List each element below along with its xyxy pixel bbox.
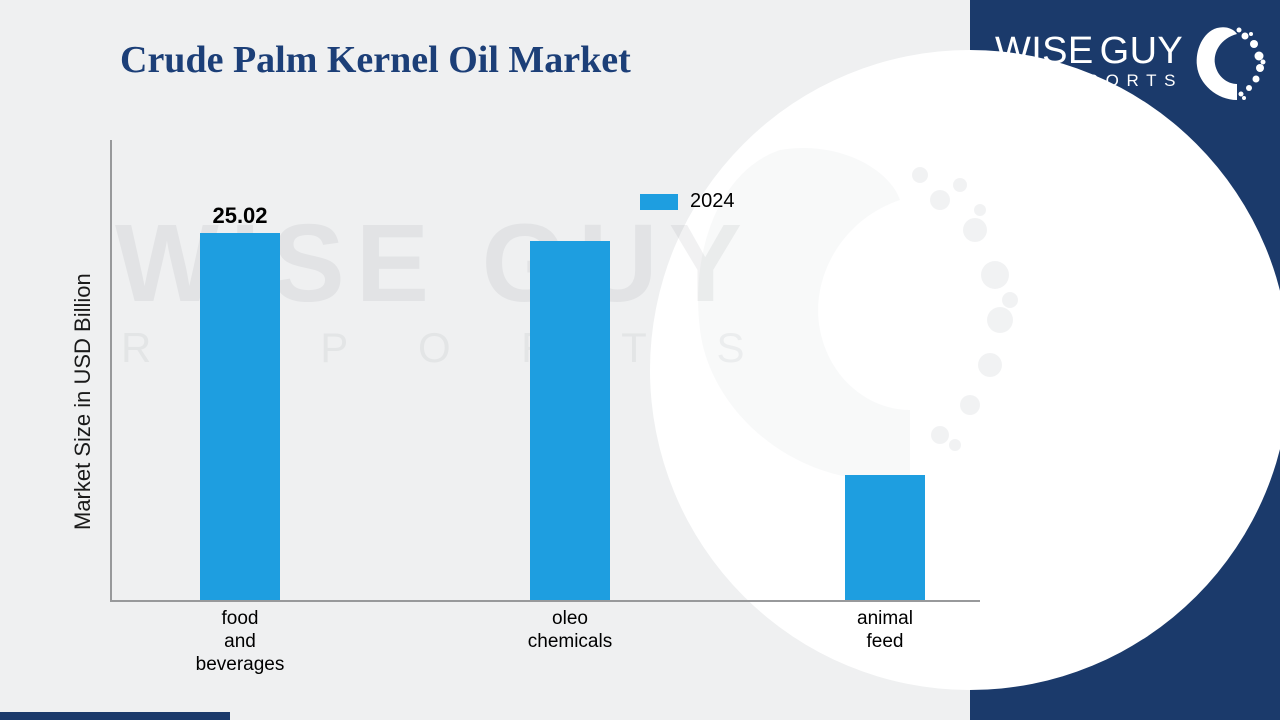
brand-line1: WISE GUY bbox=[995, 30, 1183, 73]
x-tick-label: animalfeed bbox=[805, 608, 965, 654]
x-tick-label: oleochemicals bbox=[490, 608, 650, 654]
brand-wise: WISE bbox=[995, 30, 1094, 73]
chart-canvas: WISE GUY R E P O R T S Crude Palm Kernel… bbox=[0, 0, 1280, 720]
x-axis-line bbox=[110, 600, 980, 602]
y-axis-line bbox=[110, 140, 112, 600]
bar bbox=[200, 233, 280, 600]
x-tick-label: foodandbeverages bbox=[160, 608, 320, 676]
brand-line2: REPORTS bbox=[995, 71, 1183, 91]
bar bbox=[845, 475, 925, 600]
legend-swatch bbox=[640, 194, 678, 210]
bottom-accent-bar bbox=[0, 712, 230, 720]
chart-title: Crude Palm Kernel Oil Market bbox=[120, 38, 631, 82]
brand-block: WISE GUY REPORTS bbox=[995, 30, 1183, 91]
bar-value-label: 25.02 bbox=[180, 203, 300, 229]
legend-label: 2024 bbox=[690, 190, 735, 213]
brand-guy: GUY bbox=[1100, 30, 1184, 73]
y-axis-label: Market Size in USD Billion bbox=[70, 273, 96, 530]
bar bbox=[530, 241, 610, 600]
legend: 2024 bbox=[640, 190, 735, 213]
brand-head-icon bbox=[1187, 20, 1277, 110]
